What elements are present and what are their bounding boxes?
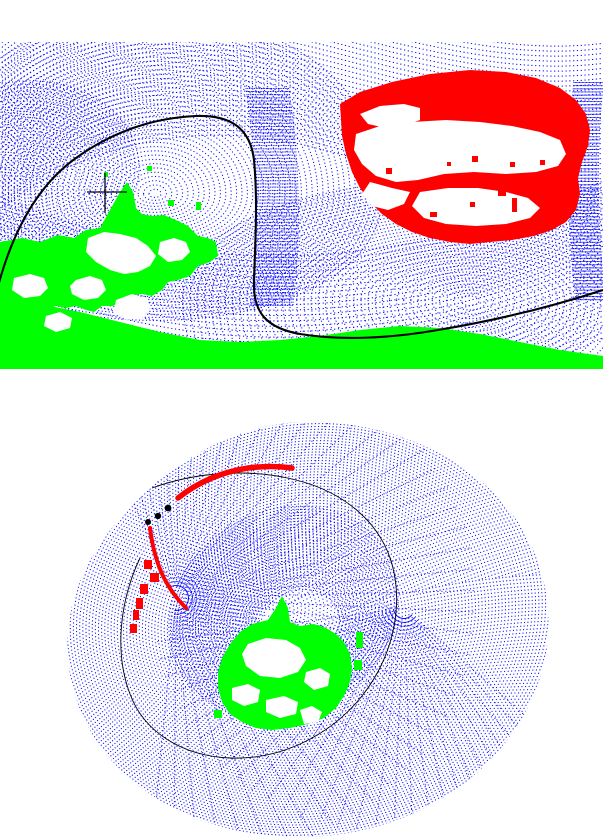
- green-base-band: [0, 300, 603, 369]
- red-speckles: [386, 156, 545, 217]
- green-core-holes: [232, 638, 330, 724]
- top-panel-plot: [0, 42, 603, 369]
- boundary-curve-bottom: [120, 472, 397, 759]
- top-panel: [0, 42, 603, 369]
- green-blob-holes: [12, 232, 190, 332]
- boundary-curve-top: [0, 114, 603, 339]
- contour-shell-blue: [67, 421, 549, 838]
- green-core-satellites: [214, 632, 363, 718]
- bottom-panel-plot: [67, 421, 549, 838]
- cold-region-green: [0, 166, 603, 369]
- hot-filament-red: [130, 463, 295, 633]
- green-satellites: [104, 166, 201, 210]
- crosshair-marker: [87, 173, 127, 213]
- hot-region-red: [340, 70, 590, 244]
- bottom-panel: [0, 410, 603, 839]
- cold-core-green: [214, 596, 363, 730]
